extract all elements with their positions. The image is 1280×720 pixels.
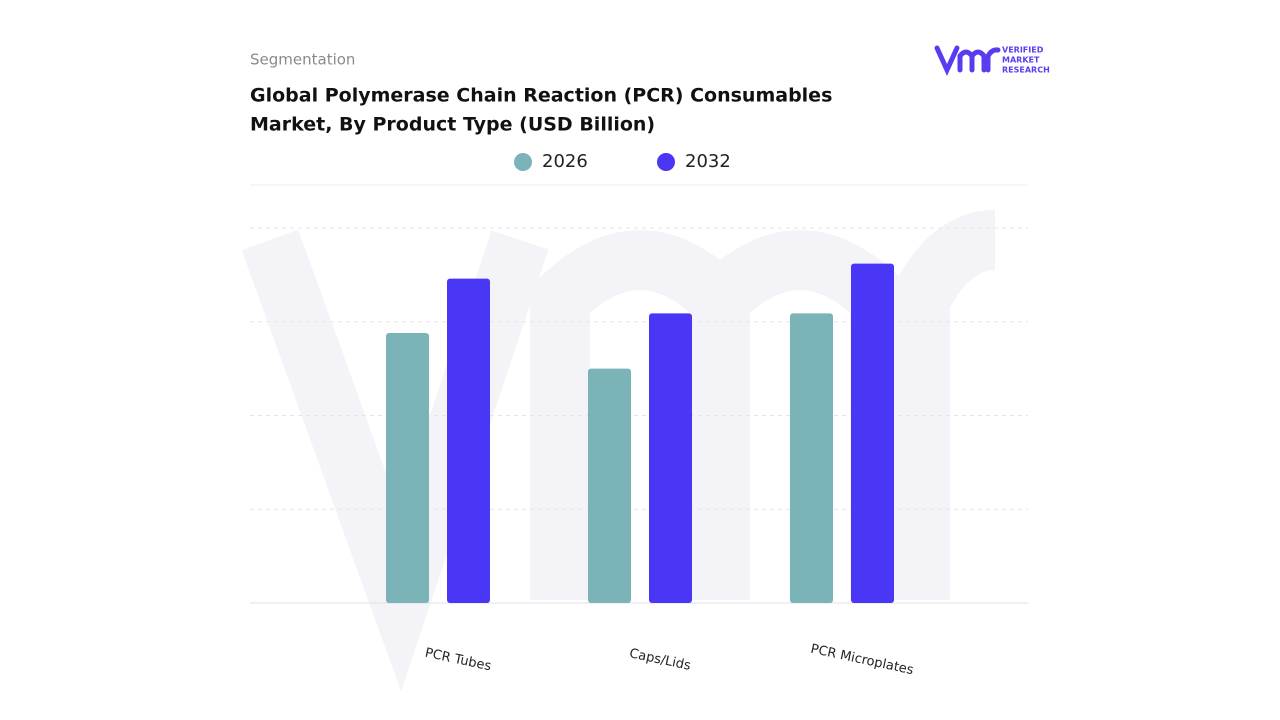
- bar: [386, 333, 429, 603]
- bar: [790, 313, 833, 603]
- logo: VERIFIED MARKET RESEARCH: [934, 45, 1050, 77]
- legend-label: 2032: [685, 151, 731, 172]
- x-tick-label: PCR Tubes: [424, 646, 493, 675]
- legend-swatch: [657, 153, 675, 171]
- logo-text: MARKET: [1002, 56, 1040, 65]
- legend-swatch: [514, 153, 532, 171]
- logo-text: VERIFIED: [1002, 46, 1044, 55]
- subtitle: Segmentation: [250, 51, 355, 69]
- bar: [851, 263, 894, 603]
- bar: [447, 278, 490, 603]
- legend-label: 2026: [542, 151, 588, 172]
- bar: [588, 368, 631, 603]
- x-tick-label: PCR Microplates: [809, 642, 915, 679]
- logo-text: RESEARCH: [1002, 66, 1050, 75]
- chart-title: Global Polymerase Chain Reaction (PCR) C…: [250, 85, 832, 107]
- chart-title: Market, By Product Type (USD Billion): [250, 114, 655, 136]
- bar: [649, 313, 692, 603]
- x-tick-label: Caps/Lids: [628, 646, 692, 674]
